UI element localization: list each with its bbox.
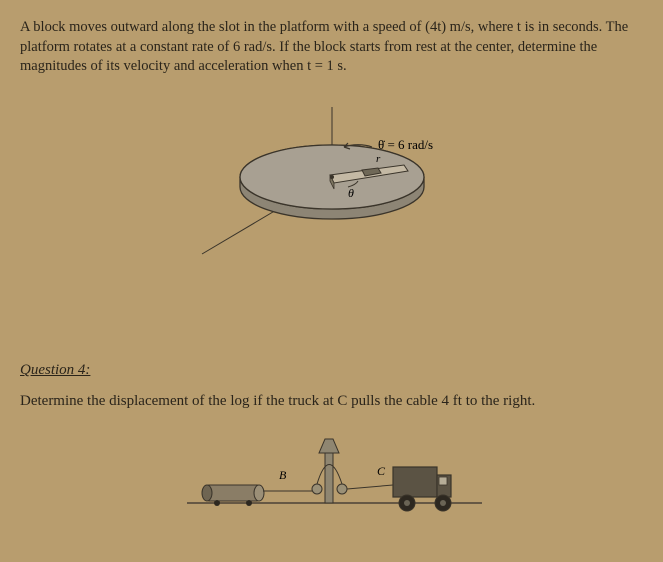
label-b: B [279,468,287,482]
problem3-text: A block moves outward along the slot in … [20,18,630,77]
question4-text: Determine the displacement of the log if… [20,391,643,411]
label-c: C [377,464,386,478]
question4-figure: B C [20,425,643,522]
problem3-figure: θ r θ̇ = 6 rad/s [20,99,643,271]
theta-label: θ [348,186,354,200]
question4-heading: Question 4: [20,360,643,380]
r-label: r [376,153,381,165]
theta-dot-label: θ̇ = 6 rad/s [378,137,433,152]
